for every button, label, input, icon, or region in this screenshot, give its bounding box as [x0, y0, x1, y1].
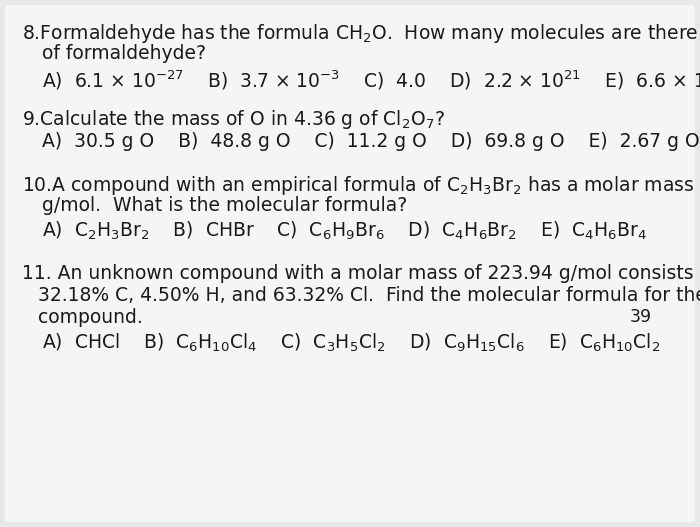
Text: 11. An unknown compound with a molar mass of 223.94 g/mol consists of: 11. An unknown compound with a molar mas… [22, 264, 700, 283]
Text: compound.: compound. [38, 308, 143, 327]
FancyBboxPatch shape [5, 5, 695, 522]
Text: of formaldehyde?: of formaldehyde? [42, 44, 206, 63]
Text: 10.A compound with an empirical formula of C$_2$H$_3$Br$_2$ has a molar mass of : 10.A compound with an empirical formula … [22, 174, 700, 197]
Text: g/mol.  What is the molecular formula?: g/mol. What is the molecular formula? [42, 196, 407, 215]
Text: 32.18% C, 4.50% H, and 63.32% Cl.  Find the molecular formula for the: 32.18% C, 4.50% H, and 63.32% Cl. Find t… [38, 286, 700, 305]
Text: A)  30.5 g O    B)  48.8 g O    C)  11.2 g O    D)  69.8 g O    E)  2.67 g O: A) 30.5 g O B) 48.8 g O C) 11.2 g O D) 6… [42, 132, 699, 151]
Text: 9.Calculate the mass of O in 4.36 g of Cl$_2$O$_7$?: 9.Calculate the mass of O in 4.36 g of C… [22, 108, 444, 131]
Text: 8.Formaldehyde has the formula CH$_2$O.  How many molecules are there in 0.11 g: 8.Formaldehyde has the formula CH$_2$O. … [22, 22, 700, 45]
Text: 39: 39 [630, 308, 652, 326]
Text: A)  C$_2$H$_3$Br$_2$    B)  CHBr    C)  C$_6$H$_9$Br$_6$    D)  C$_4$H$_6$Br$_2$: A) C$_2$H$_3$Br$_2$ B) CHBr C) C$_6$H$_9… [42, 220, 648, 242]
Text: A)  CHCl    B)  C$_6$H$_{10}$Cl$_4$    C)  C$_3$H$_5$Cl$_2$    D)  C$_9$H$_{15}$: A) CHCl B) C$_6$H$_{10}$Cl$_4$ C) C$_3$H… [42, 332, 661, 354]
Text: A)  6.1 $\times$ 10$^{-27}$    B)  3.7 $\times$ 10$^{-3}$    C)  4.0    D)  2.2 : A) 6.1 $\times$ 10$^{-27}$ B) 3.7 $\time… [42, 68, 700, 92]
